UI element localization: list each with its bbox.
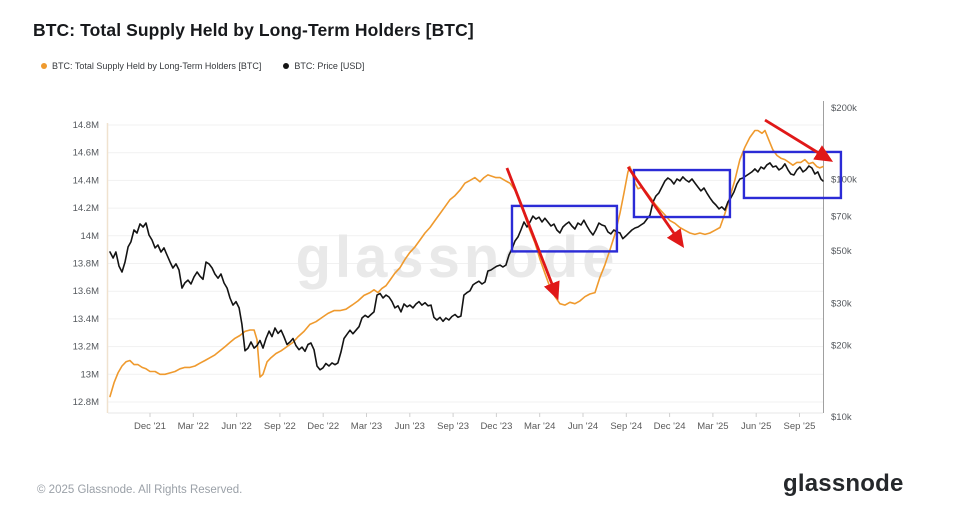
y-axis-right-tick-label: $200k bbox=[831, 103, 857, 114]
legend-item-price[interactable]: BTC: Price [USD] bbox=[283, 61, 364, 71]
page-title: BTC: Total Supply Held by Long-Term Hold… bbox=[33, 20, 474, 40]
x-axis-tick-label: Mar '25 bbox=[697, 421, 728, 432]
annotation-box-1 bbox=[510, 204, 619, 253]
y-axis-right-tick-label: $70k bbox=[831, 211, 852, 222]
x-axis-tick-label: Jun '24 bbox=[568, 421, 598, 432]
watermark-text: glassnode bbox=[296, 225, 619, 290]
y-axis-right-tick-label: $50k bbox=[831, 246, 852, 257]
annotation-arrow-2 bbox=[626, 166, 685, 248]
x-axis-tick-label: Sep '24 bbox=[610, 421, 642, 432]
chart-legend: BTC: Total Supply Held by Long-Term Hold… bbox=[41, 61, 364, 71]
chart-canvas: 14.8M 14.6M 14.4M 14.2M 14M 13.8M 13.6M 13.4M 13… bbox=[73, 101, 857, 432]
y-axis-left-tick-label: 14.4M bbox=[73, 175, 99, 186]
legend-label-price: BTC: Price [USD] bbox=[294, 61, 365, 71]
supply-series-line bbox=[109, 129, 824, 398]
y-axis-right-tick-label: $20k bbox=[831, 341, 852, 352]
legend-marker-supply-icon bbox=[41, 63, 47, 69]
x-axis-tick-label: Sep '25 bbox=[784, 421, 816, 432]
y-axis-left-tick-label: 14.8M bbox=[73, 120, 99, 131]
price-series-line bbox=[109, 162, 824, 371]
y-axis-left-tick-label: 14.6M bbox=[73, 148, 99, 159]
y-axis-left-tick-label: 14.2M bbox=[73, 203, 99, 214]
y-axis-left-tick-label: 14M bbox=[81, 231, 100, 242]
x-axis-tick-label: Dec '24 bbox=[654, 421, 686, 432]
x-axis-tick-label: Sep '23 bbox=[437, 421, 469, 432]
y-axis-right-tick-label: $10k bbox=[831, 412, 852, 423]
annotation-box-3 bbox=[742, 150, 843, 200]
x-axis-tick-label: Dec '22 bbox=[307, 421, 339, 432]
x-axis-tick-label: Dec '21 bbox=[134, 421, 166, 432]
y-axis-right-tick-label: $100k bbox=[831, 174, 857, 185]
legend-label-supply: BTC: Total Supply Held by Long-Term Hold… bbox=[52, 61, 262, 71]
y-axis-left-tick-label: 13M bbox=[81, 369, 100, 380]
y-axis-left-tick-label: 13.2M bbox=[73, 342, 99, 353]
y-axis-right-tick-label: $30k bbox=[831, 299, 852, 310]
x-axis-tick-label: Jun '22 bbox=[221, 421, 251, 432]
x-axis-tick-label: Dec '23 bbox=[480, 421, 512, 432]
glassnode-logo: glassnode bbox=[783, 470, 904, 497]
x-axis-tick-label: Mar '23 bbox=[351, 421, 382, 432]
y-axis-left-tick-label: 13.4M bbox=[73, 314, 99, 325]
x-axis-tick-label: Mar '22 bbox=[178, 421, 209, 432]
annotation-arrow-1 bbox=[505, 167, 560, 301]
x-axis-tick-label: Sep '22 bbox=[264, 421, 296, 432]
y-axis-left-tick-label: 12.8M bbox=[73, 397, 99, 408]
chart-area: 14.8M 14.6M 14.4M 14.2M 14M 13.8M 13.6M 13.4M 13… bbox=[0, 95, 960, 463]
x-axis-tick-label: Mar '24 bbox=[524, 421, 555, 432]
legend-item-supply[interactable]: BTC: Total Supply Held by Long-Term Hold… bbox=[41, 61, 261, 71]
x-axis-tick-label: Jun '25 bbox=[741, 421, 771, 432]
annotation-box-2 bbox=[632, 168, 732, 219]
x-axis-tick-label: Jun '23 bbox=[395, 421, 425, 432]
y-axis-left-tick-label: 13.6M bbox=[73, 286, 99, 297]
y-axis-left-tick-label: 13.8M bbox=[73, 259, 99, 270]
annotation-arrow-3 bbox=[764, 118, 834, 162]
copyright-text: © 2025 Glassnode. All Rights Reserved. bbox=[37, 484, 243, 496]
legend-marker-price-icon bbox=[283, 63, 290, 69]
